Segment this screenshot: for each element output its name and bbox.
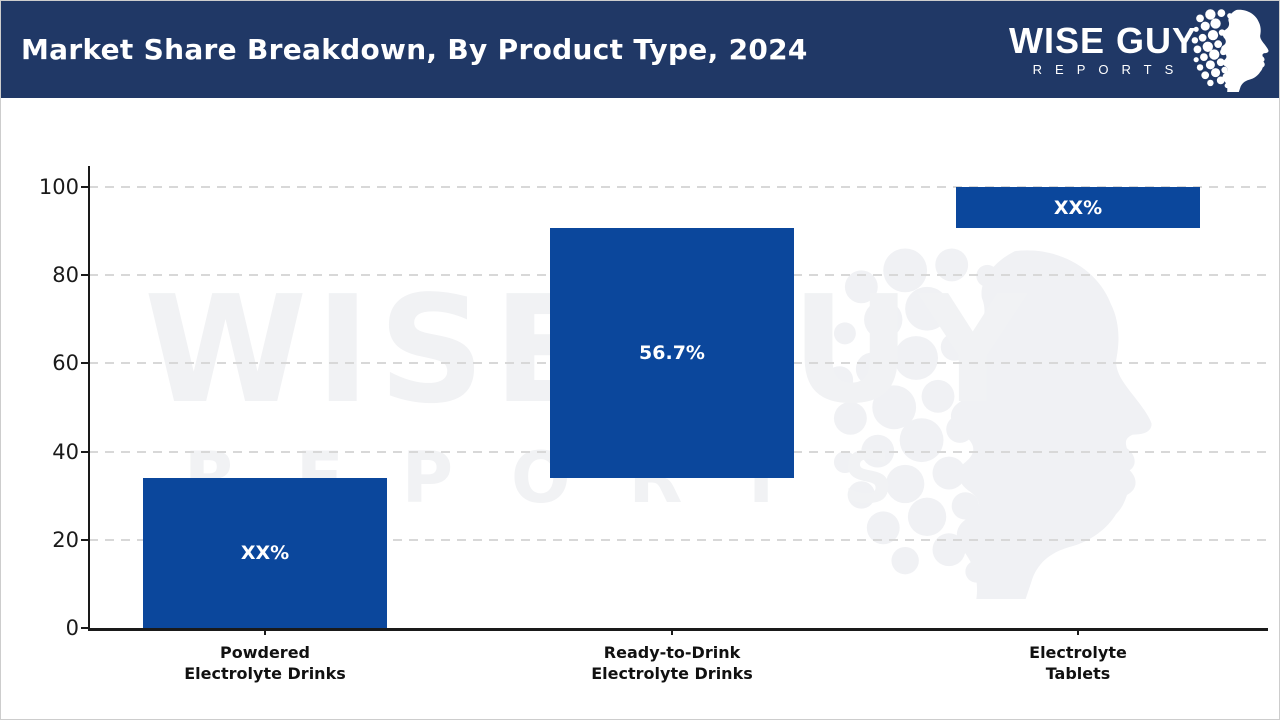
y-axis-tick-label: 40 (52, 439, 79, 464)
header-band: Market Share Breakdown, By Product Type,… (1, 1, 1279, 98)
head-profile-icon (1191, 8, 1269, 92)
wise-guy-reports-logo: WISE GUY REPORTS (1009, 1, 1275, 98)
y-axis-tick (81, 450, 89, 453)
logo-text: WISE GUY REPORTS (1008, 20, 1197, 77)
category-label: Ready-to-Drink Electrolyte Drinks (502, 642, 842, 684)
y-axis-tick (81, 274, 89, 277)
y-axis-tick (81, 538, 89, 541)
x-axis-tick (671, 628, 673, 635)
y-axis-tick (81, 362, 89, 365)
bar (550, 228, 794, 479)
y-axis-tick (81, 186, 89, 188)
y-axis-tick-label: 60 (52, 351, 79, 376)
bar-value-label: 56.7% (639, 342, 705, 365)
category-label-line: Tablets (1045, 664, 1111, 683)
page-title: Market Share Breakdown, By Product Type,… (21, 33, 808, 66)
gridline (89, 538, 1267, 541)
y-axis-tick (81, 627, 89, 629)
bar (143, 478, 387, 628)
y-axis-tick-label: 100 (38, 175, 79, 199)
bar-value-label: XX% (1053, 196, 1103, 219)
x-axis-tick (1077, 628, 1079, 635)
category-label-line: Powdered (220, 643, 310, 662)
logo-wordmark: WISE GUY (1008, 20, 1197, 61)
category-label-line: Electrolyte Drinks (184, 664, 346, 683)
bar-value-label: XX% (240, 542, 290, 565)
gridline (89, 186, 1267, 188)
y-axis-tick-label: 80 (52, 263, 79, 288)
category-label-line: Electrolyte Drinks (591, 664, 753, 683)
bar (956, 187, 1200, 228)
y-axis-tick-label: 20 (52, 527, 79, 552)
logo-subtitle: REPORTS (1032, 62, 1187, 77)
x-axis-line (88, 628, 1268, 631)
bar-chart: WISE GUY REPORTS 020406080100XX%Powdered… (1, 98, 1279, 719)
category-label: Electrolyte Tablets (908, 642, 1248, 684)
category-label-line: Ready-to-Drink (603, 643, 741, 662)
category-label: Powdered Electrolyte Drinks (95, 642, 435, 684)
x-axis-tick (264, 628, 266, 635)
category-label-line: Electrolyte (1029, 643, 1127, 662)
y-axis-tick-label: 0 (65, 616, 79, 640)
y-axis-line (88, 166, 90, 629)
